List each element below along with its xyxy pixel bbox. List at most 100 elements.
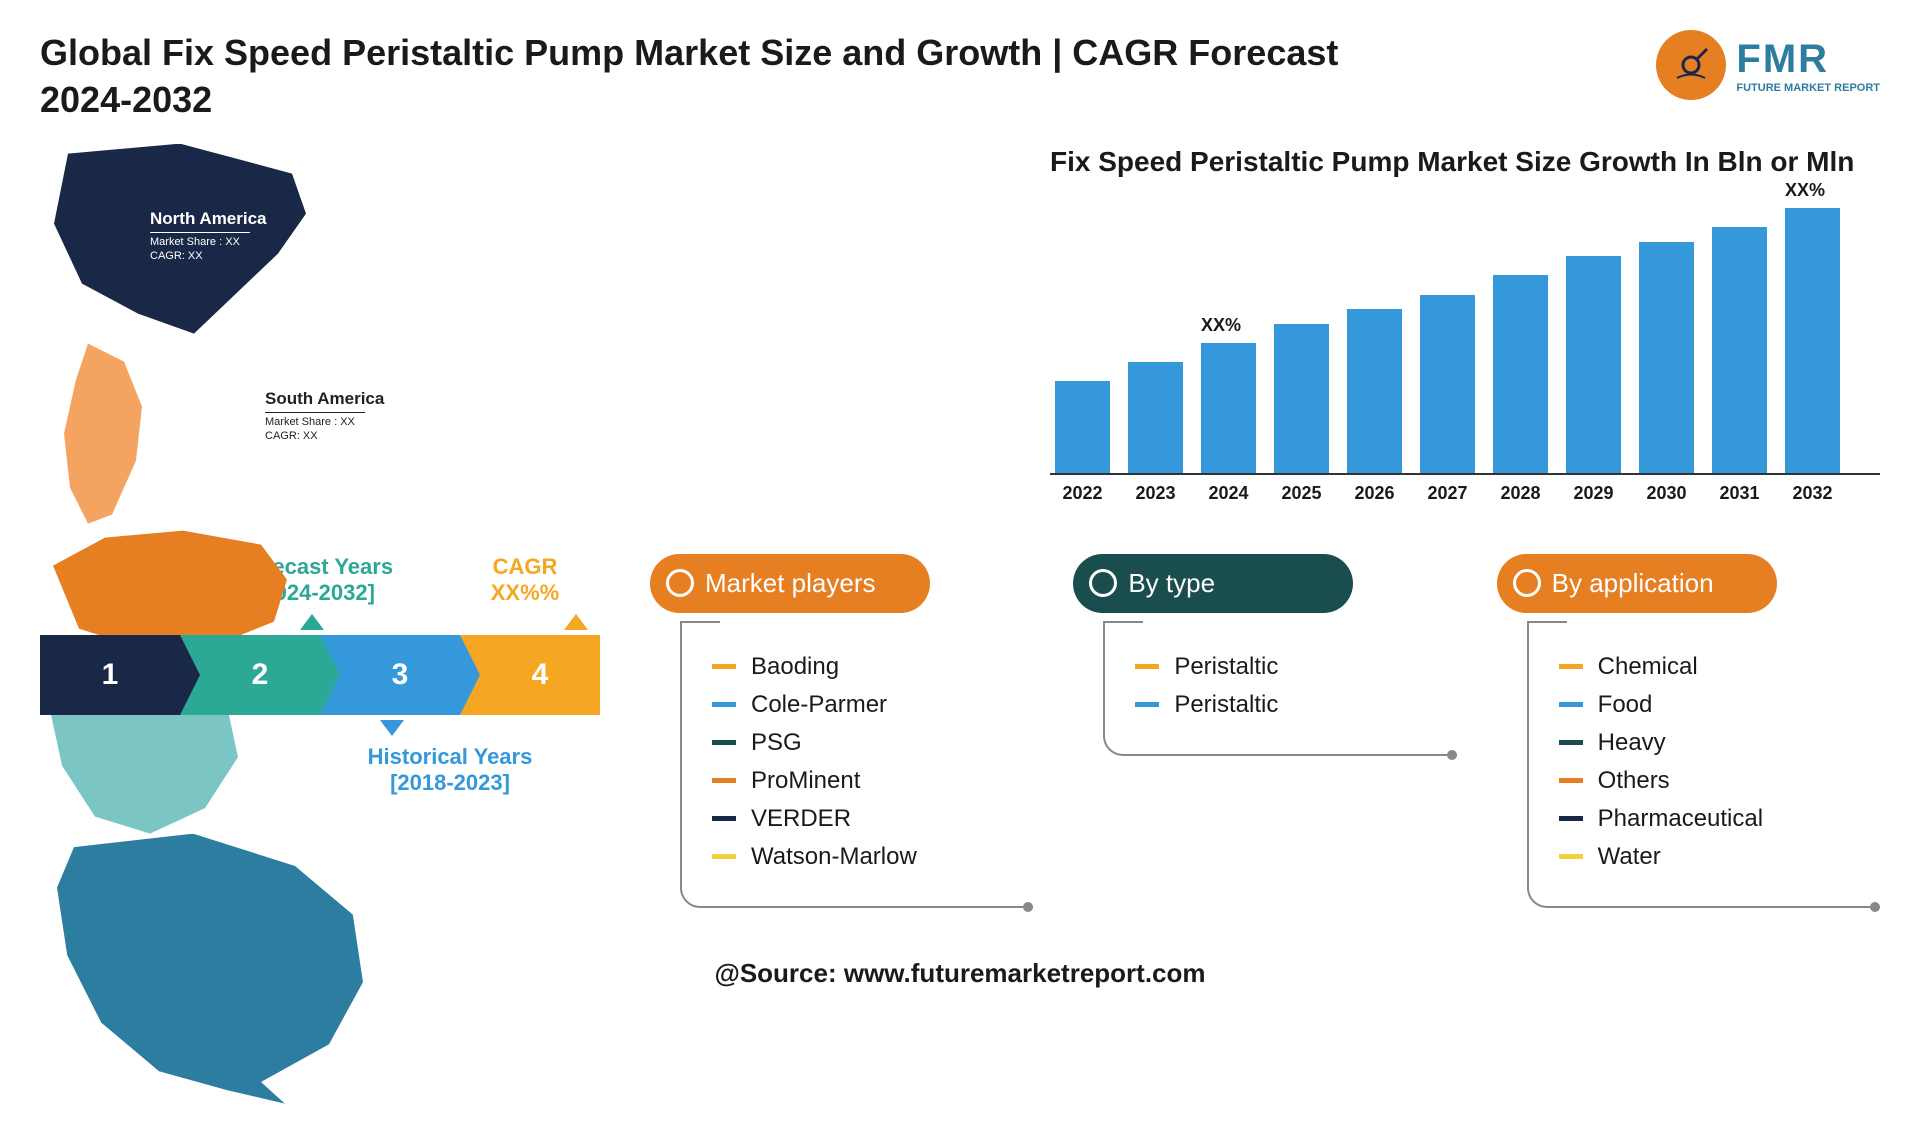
dash-icon bbox=[712, 740, 736, 745]
list-item: Peristaltic bbox=[1135, 653, 1456, 681]
region-share: Market Share : XX bbox=[265, 416, 384, 428]
list-item-label: Food bbox=[1598, 691, 1653, 719]
region-cagr: CAGR: XX bbox=[550, 230, 650, 242]
bar bbox=[1639, 242, 1694, 473]
dash-icon bbox=[1135, 702, 1159, 707]
bar-column bbox=[1712, 227, 1767, 473]
list-item-label: Water bbox=[1598, 843, 1661, 871]
dash-icon bbox=[1559, 778, 1583, 783]
chart-x-axis: 2022202320242025202620272028202920302031… bbox=[1050, 475, 1880, 504]
list-item-label: Pharmaceutical bbox=[1598, 805, 1763, 833]
market-players-pill: Market players bbox=[650, 554, 930, 613]
x-axis-label: 2025 bbox=[1274, 483, 1329, 504]
region-cagr: CAGR: XX bbox=[265, 430, 384, 442]
x-axis-label: 2023 bbox=[1128, 483, 1183, 504]
label-south-america: South America Market Share : XX CAGR: XX bbox=[265, 389, 384, 442]
dash-icon bbox=[712, 664, 736, 669]
arrow-up-icon bbox=[564, 614, 588, 630]
dash-icon bbox=[712, 854, 736, 859]
by-application-column: By application Chemical Food Heavy Others Ph… bbox=[1497, 554, 1880, 908]
bar bbox=[1712, 227, 1767, 473]
list-item: Pharmaceutical bbox=[1559, 805, 1880, 833]
list-item: Cole-Parmer bbox=[712, 691, 1033, 719]
x-axis-label: 2026 bbox=[1347, 483, 1402, 504]
list-item: Heavy bbox=[1559, 729, 1880, 757]
list-item-label: ProMinent bbox=[751, 767, 860, 795]
region-share: Market Share : XX bbox=[550, 216, 650, 228]
map-region-south-america bbox=[40, 344, 160, 524]
list-item: Peristaltic bbox=[1135, 691, 1456, 719]
x-axis-label: 2030 bbox=[1639, 483, 1694, 504]
list-item: Baoding bbox=[712, 653, 1033, 681]
top-section: North America Market Share : XX CAGR: XX… bbox=[40, 144, 1880, 524]
bar-column bbox=[1639, 242, 1694, 473]
dash-icon bbox=[1559, 816, 1583, 821]
list-item-label: Heavy bbox=[1598, 729, 1666, 757]
cagr-text: CAGR bbox=[493, 554, 558, 579]
dash-icon bbox=[1559, 664, 1583, 669]
bar-column bbox=[1128, 362, 1183, 473]
by-type-list: Peristaltic Peristaltic bbox=[1103, 623, 1456, 756]
list-item: Water bbox=[1559, 843, 1880, 871]
region-share: Market Share : XX bbox=[150, 236, 267, 248]
logo-subtitle: FUTURE MARKET REPORT bbox=[1736, 82, 1880, 94]
bar-annotation: XX% bbox=[1785, 180, 1825, 201]
dash-icon bbox=[1559, 740, 1583, 745]
bar-column: XX% bbox=[1201, 343, 1256, 473]
region-name: Asia Pacific bbox=[740, 259, 835, 278]
bar-column bbox=[1566, 256, 1621, 473]
logo-text: FMR FUTURE MARKET REPORT bbox=[1736, 37, 1880, 94]
logo-fmr: FMR bbox=[1736, 37, 1880, 82]
chart-bars: XX%XX% bbox=[1050, 195, 1880, 475]
bottom-section: Forecast Years [2024-2032] CAGR XX%% 1 2… bbox=[40, 554, 1880, 908]
market-players-column: Market players BaodingCole-ParmerPSGProM… bbox=[650, 554, 1033, 908]
hist-range: [2018-2023] bbox=[390, 770, 510, 795]
list-item-label: Peristaltic bbox=[1174, 653, 1278, 681]
list-item-label: Chemical bbox=[1598, 653, 1698, 681]
bar-column bbox=[1055, 381, 1110, 473]
dash-icon bbox=[1559, 854, 1583, 859]
x-axis-label: 2024 bbox=[1201, 483, 1256, 504]
logo-icon bbox=[1656, 30, 1726, 100]
list-item: Chemical bbox=[1559, 653, 1880, 681]
hist-text: Historical Years bbox=[368, 744, 533, 769]
dash-icon bbox=[712, 816, 736, 821]
region-name: South America bbox=[265, 389, 384, 408]
label-mea: MEA Market Share : XX CAGR: XX bbox=[455, 344, 555, 397]
arrow-down-icon bbox=[380, 720, 404, 736]
dash-icon bbox=[712, 702, 736, 707]
label-europe: Europe Market Share : XX CAGR: XX bbox=[550, 189, 650, 242]
x-axis-label: 2022 bbox=[1055, 483, 1110, 504]
page-title: Global Fix Speed Peristaltic Pump Market… bbox=[40, 30, 1440, 124]
cagr-label: CAGR XX%% bbox=[455, 554, 595, 606]
header: Global Fix Speed Peristaltic Pump Market… bbox=[40, 30, 1880, 124]
bar bbox=[1566, 256, 1621, 473]
world-map: North America Market Share : XX CAGR: XX… bbox=[40, 144, 1020, 524]
region-share: Market Share : XX bbox=[740, 286, 840, 298]
chart-title: Fix Speed Peristaltic Pump Market Size G… bbox=[1050, 144, 1880, 180]
dash-icon bbox=[712, 778, 736, 783]
list-item: Food bbox=[1559, 691, 1880, 719]
chevron-3: 3 bbox=[320, 635, 460, 715]
cagr-value: XX%% bbox=[491, 580, 559, 605]
market-players-list: BaodingCole-ParmerPSGProMinentVERDERWats… bbox=[680, 623, 1033, 908]
list-item: VERDER bbox=[712, 805, 1033, 833]
region-share: Market Share : XX bbox=[455, 371, 555, 383]
list-item-label: VERDER bbox=[751, 805, 851, 833]
x-axis-label: 2031 bbox=[1712, 483, 1767, 504]
chevron-4: 4 bbox=[460, 635, 600, 715]
list-item: Others bbox=[1559, 767, 1880, 795]
region-name: Europe bbox=[550, 189, 609, 208]
list-item-label: Baoding bbox=[751, 653, 839, 681]
dash-icon bbox=[1559, 702, 1583, 707]
bar bbox=[1493, 275, 1548, 473]
region-name: North America bbox=[150, 209, 267, 228]
list-item-label: Others bbox=[1598, 767, 1670, 795]
by-type-column: By type PeristalticPeristaltic bbox=[1073, 554, 1456, 756]
list-item-label: Peristaltic bbox=[1174, 691, 1278, 719]
x-axis-label: 2032 bbox=[1785, 483, 1840, 504]
by-application-pill: By application bbox=[1497, 554, 1777, 613]
x-axis-label: 2028 bbox=[1493, 483, 1548, 504]
bar-column bbox=[1274, 324, 1329, 473]
chevron-blocks: 1 2 3 4 bbox=[40, 635, 610, 715]
